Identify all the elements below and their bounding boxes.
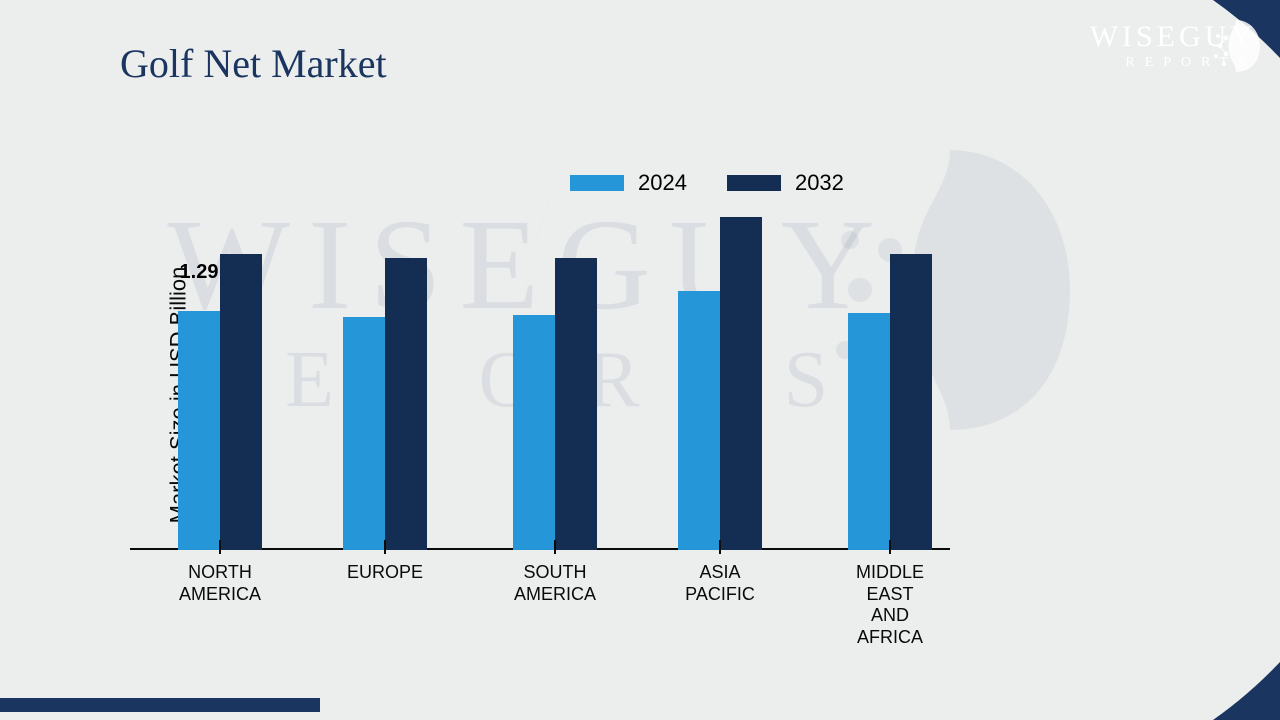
legend-label-a: 2024 [638,170,687,196]
x-tick [219,540,221,554]
chart-plot: 2024 2032 NORTHAMERICA1.29EUROPESOUTHAME… [130,180,950,550]
x-tick [889,540,891,554]
bar-2032 [220,254,262,550]
legend-swatch-b [727,175,781,191]
bar-group [513,258,597,550]
bar-group [178,254,262,550]
category-label: NORTHAMERICA [155,562,285,605]
legend-label-b: 2032 [795,170,844,196]
bar-group [848,254,932,550]
head-icon [1210,18,1262,74]
category-label: EUROPE [320,562,450,584]
bar-2032 [890,254,932,550]
x-tick [719,540,721,554]
category-label: SOUTHAMERICA [490,562,620,605]
chart-legend: 2024 2032 [570,170,844,196]
bar-2024 [678,291,720,550]
category-label: MIDDLEEASTANDAFRICA [825,562,955,648]
legend-item-2032: 2032 [727,170,844,196]
legend-item-2024: 2024 [570,170,687,196]
x-tick [554,540,556,554]
bar-group [343,258,427,550]
bar-value-label: 1.29 [180,261,219,284]
bar-2032 [385,258,427,550]
bar-2024 [178,311,220,550]
brand-logo: WISEGUY REPORTS [1090,22,1256,70]
bar-2024 [513,315,555,550]
bar-2024 [848,313,890,550]
page-title: Golf Net Market [120,40,387,87]
chart-container: Market Size in USD Billion 2024 2032 NOR… [60,160,960,630]
bar-2032 [720,217,762,550]
bar-2032 [555,258,597,550]
bar-2024 [343,317,385,550]
footer-accent-bar [0,698,320,712]
x-tick [384,540,386,554]
legend-swatch-a [570,175,624,191]
category-label: ASIAPACIFIC [655,562,785,605]
bar-group [678,217,762,550]
